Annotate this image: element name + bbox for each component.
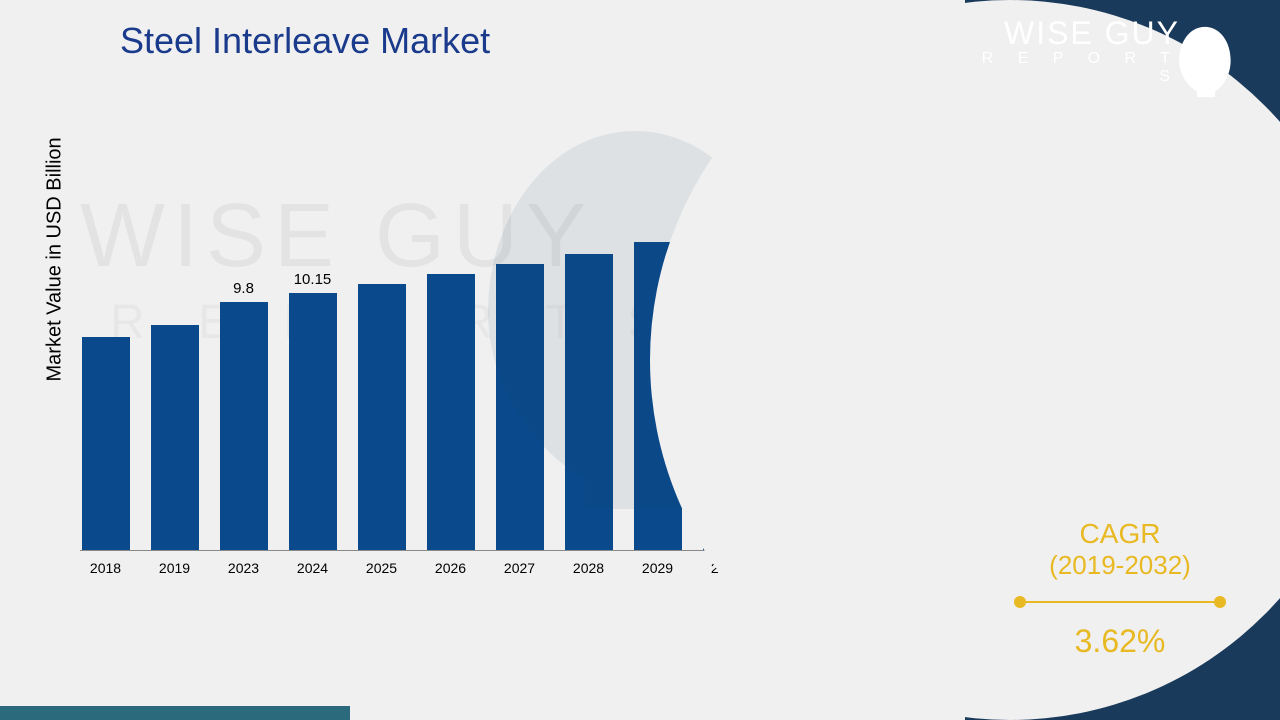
bar — [289, 293, 337, 550]
x-axis-label: 2026 — [425, 560, 476, 576]
x-axis-label: 2018 — [80, 560, 131, 576]
cagr-value: 3.62% — [1000, 623, 1240, 660]
side-panel: WISE GUY R E P O R T S CAGR (2019-2032) … — [965, 0, 1280, 720]
cagr-divider — [1020, 601, 1220, 603]
bar-group: 9.8 — [218, 302, 269, 550]
bar-value-label: 10.15 — [294, 271, 332, 288]
bar-group — [149, 325, 200, 550]
cagr-label: CAGR — [1000, 518, 1240, 550]
bar — [82, 337, 130, 550]
bar-group: 10.15 — [287, 293, 338, 550]
bottom-accent-bar — [0, 706, 350, 720]
bar-group — [356, 284, 407, 550]
bar-value-label: 9.8 — [233, 280, 254, 297]
brand-name: WISE GUY — [965, 15, 1180, 52]
bar — [358, 284, 406, 550]
cagr-block: CAGR (2019-2032) 3.62% — [1000, 518, 1240, 660]
x-axis-label: 2028 — [563, 560, 614, 576]
bar-group — [80, 337, 131, 550]
cagr-period: (2019-2032) — [1000, 550, 1240, 581]
chart-title: Steel Interleave Market — [120, 20, 490, 62]
logo-head-icon — [1162, 23, 1240, 101]
x-axis-label: 2019 — [149, 560, 200, 576]
bar — [220, 302, 268, 550]
x-axis-label: 2029 — [632, 560, 683, 576]
y-axis-label: Market Value in USD Billion — [44, 137, 67, 381]
brand-logo: WISE GUY R E P O R T S — [965, 15, 1250, 86]
bar — [151, 325, 199, 550]
x-axis-label: 2023 — [218, 560, 269, 576]
brand-sub: R E P O R T S — [965, 50, 1180, 86]
x-axis-label: 2024 — [287, 560, 338, 576]
x-axis-label: 2025 — [356, 560, 407, 576]
x-axis-label: 2027 — [494, 560, 545, 576]
